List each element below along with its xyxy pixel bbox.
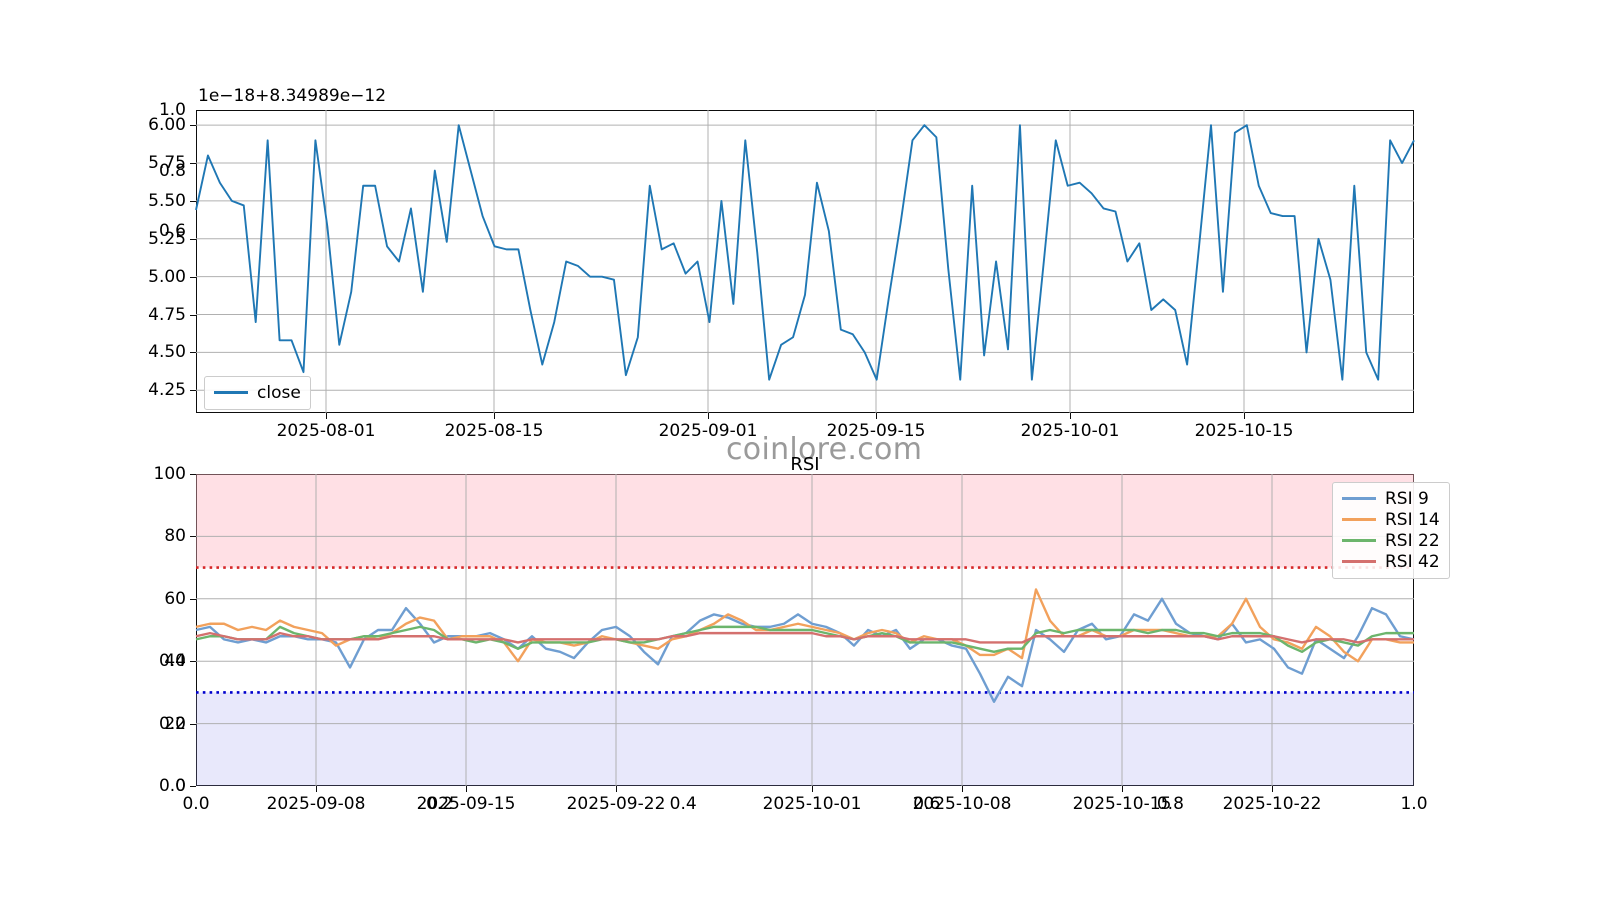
rsi-x-tick-label: 2025-09-08	[266, 794, 366, 814]
rsi-panel-title: RSI	[790, 454, 820, 475]
rsi-legend-label: RSI 9	[1385, 488, 1429, 509]
rsi-x-tick-label: 2025-10-15	[1072, 794, 1172, 814]
price-x-tick-label: 2025-09-15	[826, 421, 926, 441]
rsi-series-line	[195, 597, 1415, 703]
rsi-legend-item[interactable]: RSI 22	[1342, 530, 1440, 551]
price-y-tick-label: 4.25	[148, 380, 186, 401]
rsi-y-tickmark	[190, 598, 196, 600]
rsi-x-tickmark	[962, 786, 963, 792]
rsi-legend-label: RSI 42	[1385, 551, 1440, 572]
rsi-y-tick-label: 0	[175, 776, 186, 796]
rsi-x-tick-label: 2025-10-08	[912, 794, 1012, 814]
price-y-tick-label-overlap: 1.0	[158, 100, 186, 120]
price-y-tick-label: 6.00	[148, 115, 186, 136]
price-y-tick-label: 5.25	[148, 228, 186, 249]
price-x-tickmark	[1070, 413, 1071, 419]
rsi-legend-swatch	[1342, 560, 1376, 563]
rsi-y-tickmark	[190, 536, 196, 538]
rsi-y-tick-label-overlap: 0.2	[158, 713, 186, 734]
rsi-x-tick-label-overlap: 0.6	[913, 794, 941, 814]
rsi-y-tickmark	[190, 661, 196, 663]
price-y-tick-label: 5.75	[148, 153, 186, 174]
price-y-tick-label: 4.50	[148, 342, 186, 363]
rsi-x-tick-label: 2025-10-01	[762, 794, 862, 814]
rsi-x-tickmark	[616, 786, 617, 792]
price-y-tickmark	[190, 276, 196, 278]
rsi-x-tick-label-overlap: 0.2	[426, 794, 454, 814]
price-y-tickmark	[190, 200, 196, 202]
rsi-series-line	[195, 631, 1414, 644]
price-line-plot	[195, 110, 1415, 413]
price-x-tickmark	[708, 413, 709, 419]
rsi-series-line	[195, 625, 1414, 654]
rsi-legend-label: RSI 14	[1385, 509, 1440, 530]
price-y-tickmark	[190, 238, 196, 240]
price-legend-item[interactable]: close	[214, 382, 301, 403]
rsi-x-tickmark	[1272, 786, 1273, 792]
rsi-x-tick-label: 2025-09-22	[566, 794, 666, 814]
rsi-x-tick-label: 2025-10-22	[1222, 794, 1322, 814]
watermark: coinlore.com	[726, 432, 923, 467]
rsi-x-tickmark	[1122, 786, 1123, 792]
price-y-tickmark	[190, 125, 196, 127]
rsi-y-tick-label: 20	[164, 713, 186, 734]
price-x-tick-label: 2025-08-15	[444, 421, 544, 441]
price-x-tickmark	[1244, 413, 1245, 419]
price-y-tick-label: 5.50	[148, 190, 186, 211]
price-y-tickmark	[190, 314, 196, 316]
price-x-tickmark	[876, 413, 877, 419]
price-y-axis-offset-text: 1e−18+8.34989e−12	[198, 86, 387, 106]
price-x-tickmark	[326, 413, 327, 419]
price-x-tick-label: 2025-09-01	[658, 421, 758, 441]
price-y-tickmark	[190, 163, 196, 165]
rsi-legend-swatch	[1342, 518, 1376, 521]
rsi-y-tick-label: 60	[164, 588, 186, 609]
price-y-tickmark	[190, 352, 196, 354]
rsi-series-line	[195, 588, 1414, 663]
rsi-legend-swatch	[1342, 539, 1376, 542]
price-x-tickmark	[494, 413, 495, 419]
rsi-x-tick-label-overlap: 0.4	[669, 794, 697, 814]
rsi-legend-swatch	[1342, 497, 1376, 500]
rsi-y-tick-label: 80	[164, 526, 186, 547]
rsi-line-plot	[195, 474, 1415, 786]
rsi-legend[interactable]: RSI 9 RSI 14 RSI 22 RSI 42	[1332, 482, 1450, 579]
rsi-shaded-band	[196, 692, 1414, 786]
rsi-x-tick-label-overlap: 0.8	[1156, 794, 1184, 814]
rsi-x-tickmark	[316, 786, 317, 792]
price-y-tickmark	[190, 390, 196, 392]
price-x-tick-label: 2025-10-15	[1194, 421, 1294, 441]
rsi-y-tick-label: 100	[153, 464, 186, 484]
rsi-x-tick-label: 2025-09-15	[416, 794, 516, 814]
price-legend-label: close	[257, 382, 301, 403]
price-x-tick-label: 2025-08-01	[276, 421, 376, 441]
price-y-tick-label: 4.75	[148, 304, 186, 325]
price-close-line	[195, 124, 1415, 381]
price-legend[interactable]: close	[204, 376, 311, 410]
rsi-y-tick-label-overlap: 0.4	[158, 651, 186, 672]
rsi-y-tickmark	[190, 786, 196, 787]
rsi-legend-item[interactable]: RSI 9	[1342, 488, 1440, 509]
price-x-tick-label: 2025-10-01	[1020, 421, 1120, 441]
rsi-legend-label: RSI 22	[1385, 530, 1440, 551]
rsi-y-tickmark	[190, 474, 196, 475]
rsi-legend-item[interactable]: RSI 42	[1342, 551, 1440, 572]
rsi-x-tickmark	[466, 786, 467, 792]
rsi-y-tick-label: 40	[164, 651, 186, 672]
price-axes-frame	[196, 110, 1414, 413]
price-legend-swatch	[214, 391, 248, 394]
rsi-legend-item[interactable]: RSI 14	[1342, 509, 1440, 530]
rsi-y-tick-label-overlap: 0.0	[158, 776, 186, 796]
rsi-x-tickmark	[812, 786, 813, 792]
rsi-x-tick-label-overlap: 0.0	[182, 794, 210, 814]
price-y-tick-label-overlap: 0.6	[158, 221, 186, 242]
rsi-y-tickmark	[190, 723, 196, 725]
rsi-x-tick-label-overlap: 1.0	[1400, 794, 1428, 814]
price-y-tick-label: 5.00	[148, 266, 186, 287]
rsi-shaded-band	[196, 474, 1414, 568]
price-y-tick-label-overlap: 0.8	[158, 160, 186, 181]
